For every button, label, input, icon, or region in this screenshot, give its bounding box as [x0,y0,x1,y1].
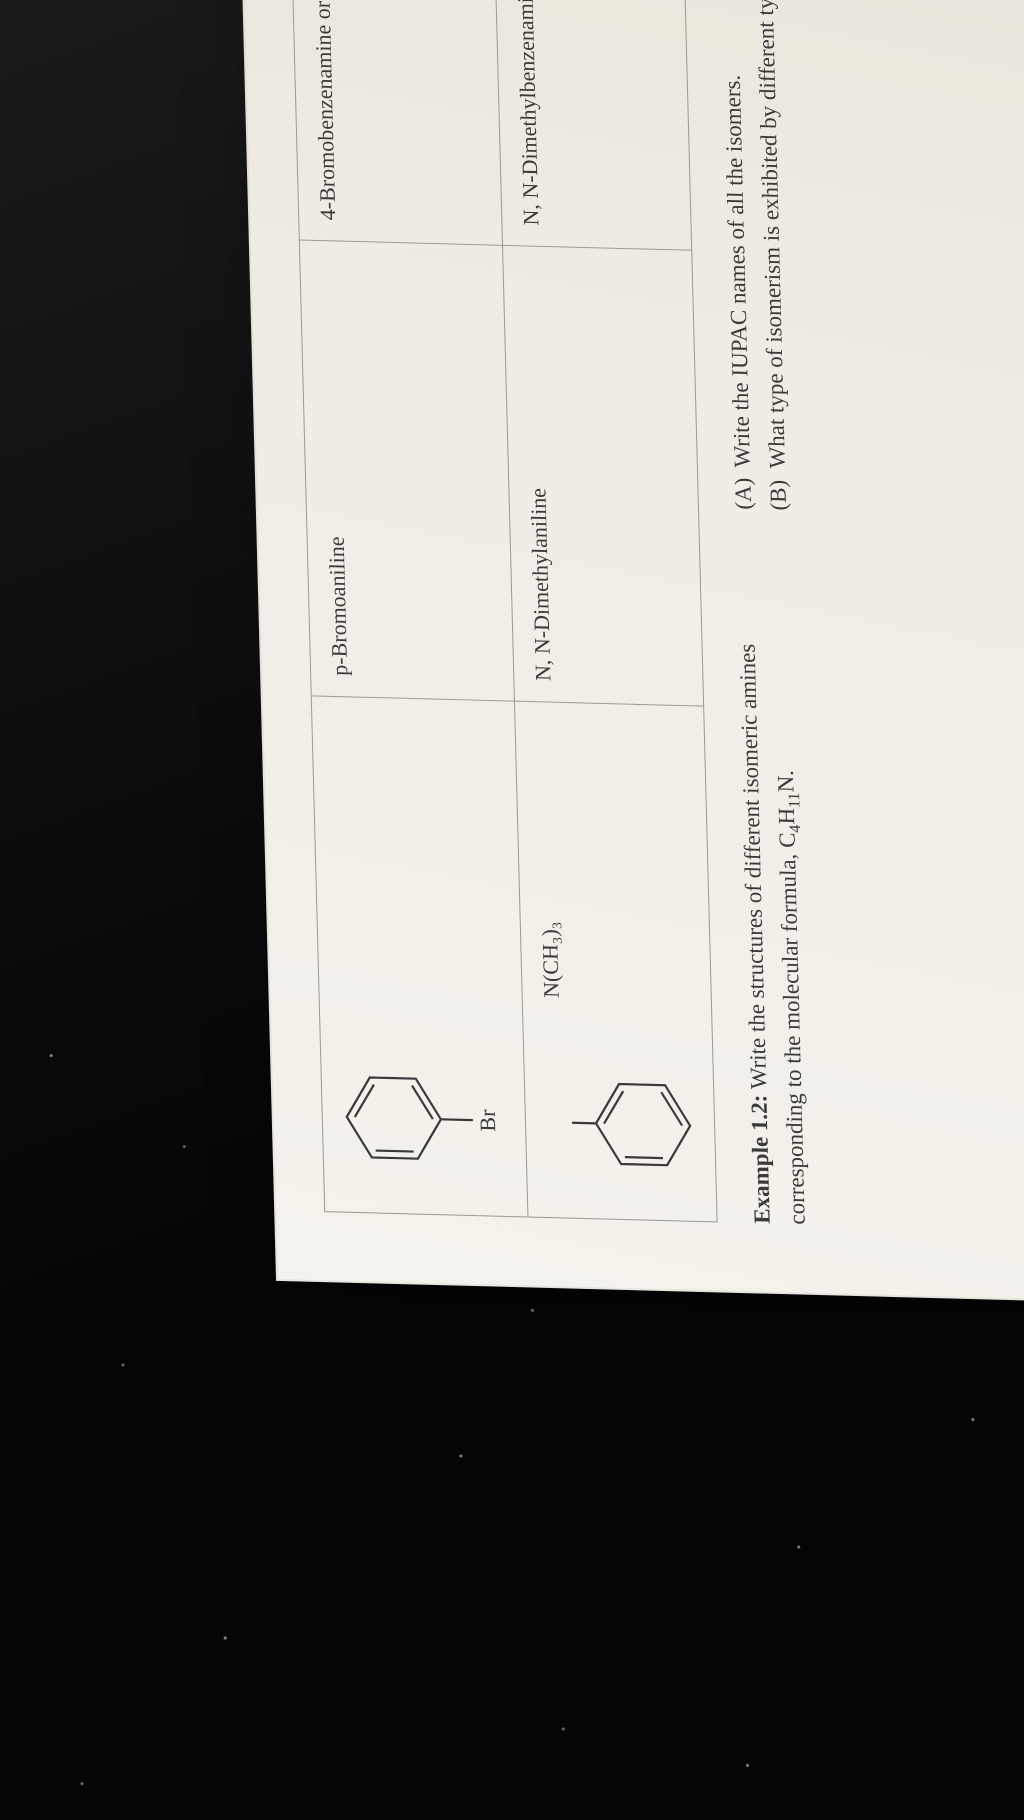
br-label: Br [475,1109,501,1132]
structure-cell: Br [311,695,528,1217]
photo-wrap: Br p-Bromoaniline 4-Bromobenzenamine or … [0,0,1024,1820]
compounds-table: Br p-Bromoaniline 4-Bromobenzenamine or … [284,0,717,1222]
iupac-name-cell: N, N-Dimethylbenzenamine [488,0,692,250]
page-paper: Br p-Bromoaniline 4-Bromobenzenamine or … [233,0,1024,1309]
page-footer: Amines 225 [812,0,890,1227]
example-block: Example 1.2: Write the structures of dif… [706,0,818,1225]
substituent-label: N(CH₃)₃ [537,921,564,998]
common-name: p-Bromoaniline [324,536,353,676]
example-options-col: (A) Write the IUPAC names of all the iso… [706,0,799,511]
example-label: Example 1.2: [746,1094,774,1224]
iupac-name: 4-Bromobenzenamine or 4-Bromoaniline [306,0,341,220]
common-name: N, N-Dimethylaniline [525,488,555,682]
common-name-cell: N, N-Dimethylaniline [503,245,704,705]
iupac-name: N, N-Dimethylbenzenamine [512,0,544,226]
structure-nn-dimethylaniline [566,1048,700,1201]
table-row: N(CH₃)₃ [488,0,717,1222]
example-prompt-col: Example 1.2: Write the structures of dif… [728,537,818,1225]
table-row: Br p-Bromoaniline 4-Bromobenzenamine or … [285,0,528,1217]
structure-p-bromoaniline: Br [337,1042,511,1196]
option-letter: (B) [761,478,796,511]
option-letter: (A) [726,477,761,510]
iupac-name-cell: 4-Bromobenzenamine or 4-Bromoaniline [285,0,503,245]
common-name-cell: p-Bromoaniline [299,240,514,701]
structure-cell: N(CH₃)₃ [514,701,717,1222]
